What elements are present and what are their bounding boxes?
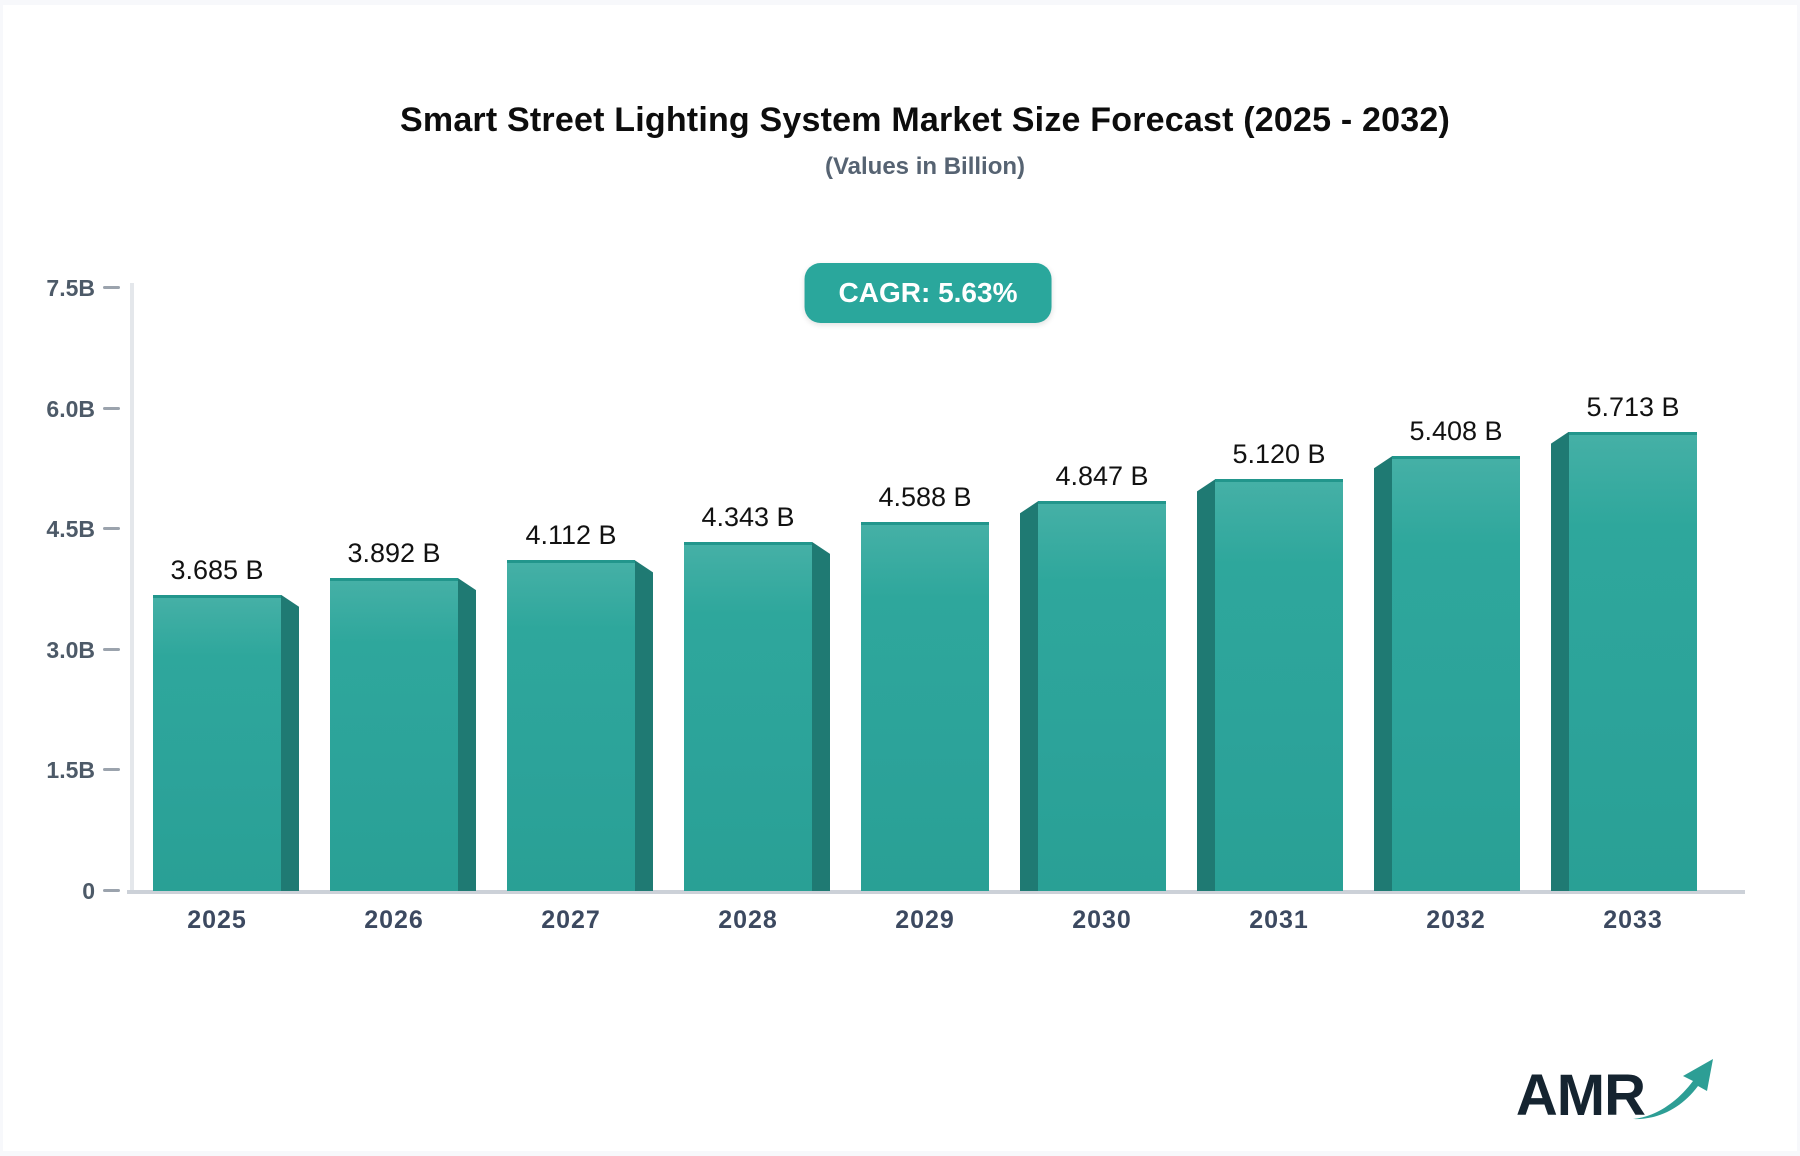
bar-side (812, 541, 830, 891)
y-axis-line (130, 283, 134, 892)
x-axis-label: 2028 (718, 906, 778, 934)
bar-side (1197, 479, 1215, 891)
y-tick-dash (103, 889, 120, 892)
bar-value-label: 4.343 B (701, 501, 795, 532)
chart-title: Smart Street Lighting System Market Size… (400, 101, 1450, 139)
x-axis-label: 2029 (895, 906, 955, 934)
brand-logo: AMR (1516, 1057, 1715, 1125)
y-tick-dash (103, 406, 120, 410)
brand-logo-text: AMR (1515, 1063, 1646, 1128)
bar (507, 560, 635, 891)
x-axis-label: 2025 (187, 906, 247, 934)
y-tick-label: 6.0B (46, 395, 95, 422)
y-tick-label: 1.5B (46, 757, 95, 784)
bar (153, 594, 281, 891)
bar-value-label: 4.112 B (525, 520, 617, 551)
bar-side (1020, 501, 1038, 891)
x-axis-label: 2031 (1249, 906, 1309, 934)
bar (330, 578, 458, 891)
bar (1392, 456, 1520, 891)
bar-chart: 0 1.5B 3.0B 4.5B 6.0B 7.5B 3.685 B 2025 3.892 B 2… (3, 5, 1797, 1151)
bar-value-label: 4.588 B (878, 482, 972, 513)
bar (1215, 479, 1343, 891)
bar-side (1374, 456, 1392, 891)
bar-value-label: 3.892 B (347, 538, 441, 569)
bar-value-label: 4.847 B (1055, 461, 1149, 492)
y-tick-dash (103, 768, 120, 772)
bar-side (1551, 431, 1569, 891)
bar-value-label: 3.685 B (170, 554, 264, 585)
x-axis-label: 2033 (1603, 906, 1663, 934)
bar-side (635, 560, 653, 891)
x-axis-label: 2026 (364, 906, 424, 934)
bar-value-label: 5.408 B (1409, 416, 1503, 447)
bar-value-label: 5.120 B (1232, 439, 1326, 470)
cagr-badge: CAGR: 5.63% (804, 263, 1052, 323)
x-axis-label: 2027 (541, 906, 601, 934)
y-tick-dash (103, 647, 120, 651)
x-axis-label: 2030 (1072, 906, 1132, 934)
bar-value-label: 5.713 B (1586, 391, 1680, 422)
bar (684, 541, 812, 891)
trend-arrow-icon (1633, 1059, 1713, 1120)
chart-subtitle: (Values in Billion) (824, 153, 1026, 180)
y-tick-dash (103, 527, 120, 531)
y-tick-dash (103, 286, 120, 289)
bar-side (281, 594, 299, 891)
x-axis-baseline (127, 890, 1745, 894)
y-tick-label: 0 (82, 878, 95, 904)
chart-card: Smart Street Lighting System Market Size… (3, 5, 1797, 1151)
x-axis-label: 2032 (1426, 906, 1486, 934)
bar (1569, 431, 1697, 891)
bar-side (458, 578, 476, 891)
bar (1038, 501, 1166, 891)
y-tick-label: 3.0B (46, 636, 95, 663)
y-tick-label: 4.5B (46, 516, 95, 543)
bar (861, 522, 989, 891)
y-tick-label: 7.5B (46, 275, 95, 301)
